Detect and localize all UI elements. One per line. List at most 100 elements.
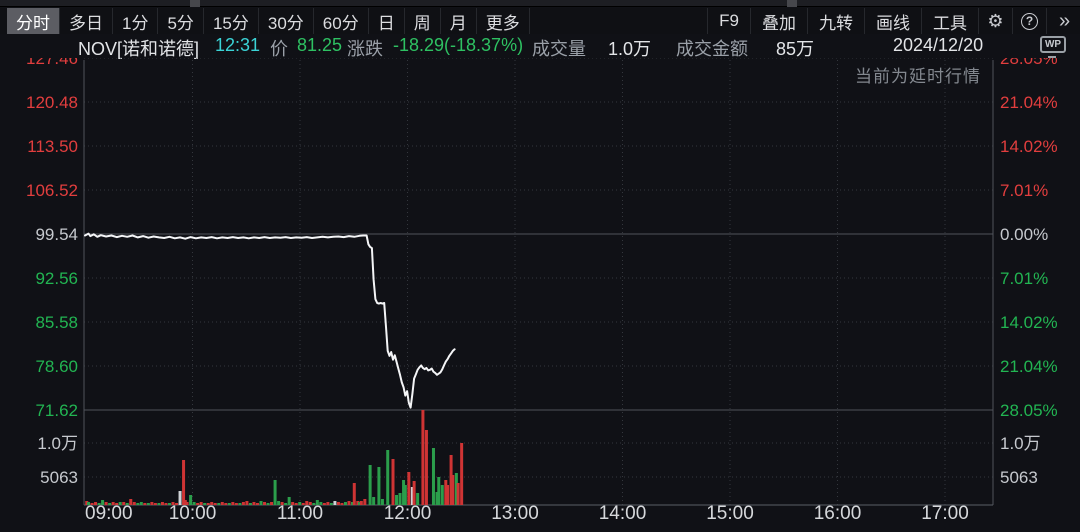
button-tools[interactable]: 工具 bbox=[921, 8, 978, 34]
volume-bar bbox=[377, 467, 381, 505]
volume-bar bbox=[132, 502, 136, 505]
percent-axis-label: 21.04% bbox=[1000, 357, 1058, 376]
volume-bar bbox=[359, 501, 363, 505]
volume-bar bbox=[213, 503, 217, 505]
volume-bar bbox=[206, 503, 210, 505]
price-axis-label: 92.56 bbox=[35, 269, 78, 288]
volume-bar bbox=[185, 502, 189, 505]
tab-more[interactable]: 更多 bbox=[477, 8, 530, 34]
volume-bar bbox=[340, 503, 344, 505]
volume-bar bbox=[183, 500, 187, 505]
tab-15min[interactable]: 15分 bbox=[204, 8, 259, 34]
quote-info-bar: NOV[诺和诺德] 12:31 价 81.25 涨跌 -18.29(-18.37… bbox=[0, 33, 1080, 59]
volume-bar bbox=[217, 503, 221, 505]
volume-bar bbox=[333, 501, 337, 505]
tab-week[interactable]: 周 bbox=[405, 8, 441, 34]
volume-bar bbox=[431, 448, 435, 505]
volume-bar bbox=[224, 503, 228, 505]
volume-bar bbox=[210, 502, 214, 505]
volume-bar bbox=[160, 502, 164, 505]
volume-bar bbox=[412, 481, 416, 505]
volume-bar bbox=[220, 502, 224, 505]
volume-bar bbox=[263, 502, 267, 505]
volume-bar bbox=[301, 503, 305, 505]
volume-bar bbox=[368, 465, 372, 505]
volume-bar bbox=[322, 503, 326, 505]
volume-bar bbox=[248, 503, 252, 505]
tab-day[interactable]: 日 bbox=[369, 8, 405, 34]
price-axis-label: 99.54 bbox=[35, 225, 78, 244]
time-axis-label: 16:00 bbox=[814, 503, 862, 524]
price-axis-label: 106.52 bbox=[26, 181, 78, 200]
volume-bar bbox=[153, 503, 157, 505]
delayed-quote-watermark: 当前为延时行情 bbox=[855, 67, 981, 86]
top-strip-notch bbox=[190, 0, 200, 7]
tab-multiday[interactable]: 多日 bbox=[60, 8, 113, 34]
volume-value: 1.0万 bbox=[608, 39, 652, 59]
volume-bar bbox=[199, 502, 203, 505]
volume-bar bbox=[245, 501, 249, 505]
volume-bar bbox=[407, 472, 411, 505]
button-nine-turn[interactable]: 九转 bbox=[807, 8, 864, 34]
percent-axis-label: 28.05% bbox=[1000, 58, 1058, 68]
volume-bar bbox=[273, 480, 277, 505]
volume-bar bbox=[85, 501, 89, 505]
volume-bar bbox=[440, 485, 444, 505]
percent-axis-label: 14.02% bbox=[1000, 313, 1058, 332]
volume-bar bbox=[395, 495, 399, 505]
volume-bar bbox=[101, 500, 105, 505]
volume-bar bbox=[111, 502, 115, 505]
volume-bar bbox=[402, 480, 406, 505]
volume-bar bbox=[136, 503, 140, 505]
tab-intraday[interactable]: 分时 bbox=[7, 8, 60, 34]
volume-bar bbox=[315, 500, 319, 505]
volume-bar bbox=[352, 483, 356, 505]
volume-bar bbox=[104, 502, 108, 505]
button-overlay[interactable]: 叠加 bbox=[750, 8, 807, 34]
last-price: 81.25 bbox=[297, 35, 343, 55]
volume-bar bbox=[305, 501, 309, 505]
volume-bar bbox=[167, 503, 171, 505]
trade-date: 2024/12/20 bbox=[893, 35, 984, 55]
volume-bar bbox=[178, 491, 182, 505]
volume-bar bbox=[421, 410, 425, 505]
tab-30min[interactable]: 30分 bbox=[259, 8, 314, 34]
time-axis-label: 12:00 bbox=[384, 503, 432, 524]
tab-month[interactable]: 月 bbox=[441, 8, 477, 34]
settings-gear-icon[interactable]: ⚙ bbox=[978, 8, 1012, 34]
button-f9[interactable]: F9 bbox=[707, 8, 750, 34]
wp-badge-icon[interactable]: WP bbox=[1040, 36, 1066, 53]
expand-more-icon[interactable]: » bbox=[1046, 8, 1080, 34]
volume-bar bbox=[326, 502, 330, 505]
volume-bar bbox=[157, 503, 161, 505]
tab-5min[interactable]: 5分 bbox=[158, 8, 204, 34]
volume-bar bbox=[386, 450, 390, 505]
time-axis-label: 11:00 bbox=[277, 503, 323, 524]
help-icon[interactable]: ? bbox=[1012, 8, 1046, 34]
time-axis-label: 15:00 bbox=[706, 503, 754, 524]
time-axis-label: 13:00 bbox=[491, 503, 539, 524]
button-draw-line[interactable]: 画线 bbox=[864, 8, 921, 34]
percent-axis-label: 7.01% bbox=[1000, 269, 1048, 288]
volume-bar bbox=[143, 503, 147, 505]
tab-60min[interactable]: 60分 bbox=[314, 8, 369, 34]
volume-bar bbox=[356, 501, 360, 505]
price-axis-label: 71.62 bbox=[35, 401, 78, 420]
volume-bar bbox=[287, 497, 291, 505]
volume-bar bbox=[391, 459, 395, 505]
period-tabs: 分时 多日 1分 5分 15分 30分 60分日周月更多 bbox=[7, 8, 530, 34]
volume-bar bbox=[108, 503, 112, 505]
volume-bar bbox=[312, 503, 316, 505]
volume-bar bbox=[298, 502, 302, 505]
volume-bar bbox=[118, 502, 122, 505]
volume-bar bbox=[403, 485, 407, 505]
intraday-chart-canvas[interactable]: 127.46 28.05% 120.48 21.04% 113.50 14.02% 106.… bbox=[0, 58, 1080, 532]
volume-bar bbox=[189, 495, 193, 505]
volume-bar bbox=[171, 502, 175, 505]
period-toolbar: 分时 多日 1分 5分 15分 30分 60分日周月更多 F9 叠加 九转 画线 工具 ⚙?» bbox=[0, 8, 1080, 34]
symbol-name: NOV[诺和诺德] bbox=[78, 39, 200, 59]
tab-1min[interactable]: 1分 bbox=[113, 8, 159, 34]
wp-badge-stand bbox=[1048, 56, 1056, 58]
volume-bar bbox=[347, 501, 351, 505]
